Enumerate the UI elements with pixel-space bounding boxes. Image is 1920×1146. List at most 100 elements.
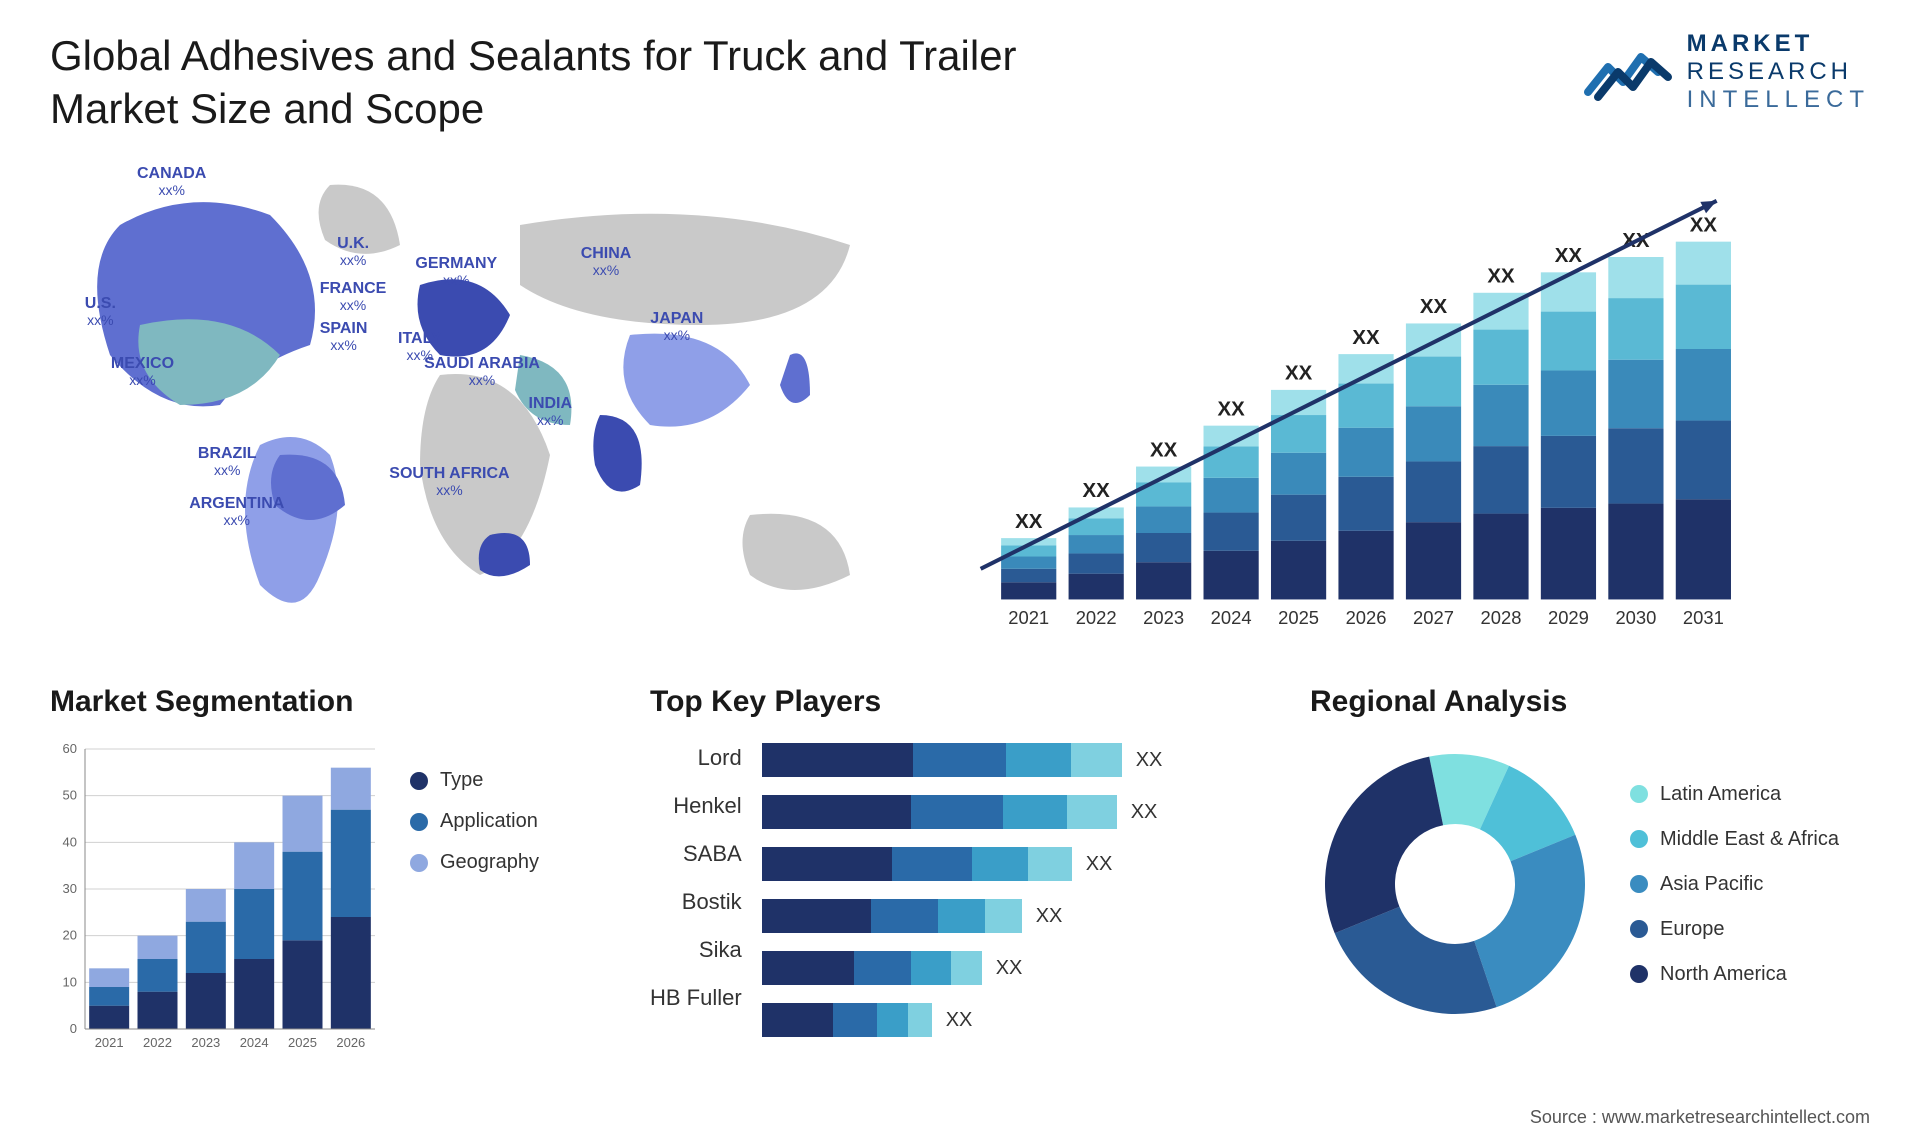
map-label-india: INDIAxx% [529,395,573,428]
svg-text:XX: XX [1555,244,1583,267]
map-label-mexico: MEXICOxx% [111,355,174,388]
svg-text:XX: XX [1083,479,1111,502]
regional-legend: Latin America Middle East & Africa Asia Pa… [1630,783,1839,986]
legend-dot [1630,965,1648,983]
player-value: XX [1036,905,1063,928]
seg-legend-geography: Geography [410,851,539,874]
player-bar-row: XX [762,847,1270,881]
legend-dot [1630,830,1648,848]
svg-text:2025: 2025 [288,1035,317,1050]
map-label-argentina: ARGENTINAxx% [189,495,284,528]
regional-legend-item: Latin America [1630,783,1839,806]
player-name: Lord [698,745,742,771]
svg-text:XX: XX [1487,265,1515,288]
svg-text:2023: 2023 [191,1035,220,1050]
svg-text:2029: 2029 [1548,607,1589,628]
player-value: XX [996,957,1023,980]
player-name: Henkel [673,793,741,819]
regional-legend-item: Asia Pacific [1630,873,1839,896]
player-bar-row: XX [762,743,1270,777]
svg-text:30: 30 [63,881,77,896]
svg-text:2022: 2022 [1076,607,1117,628]
map-label-southafrica: SOUTH AFRICAxx% [389,465,509,498]
svg-text:2027: 2027 [1413,607,1454,628]
map-label-spain: SPAINxx% [320,320,368,353]
map-label-us: U.S.xx% [85,295,116,328]
svg-text:2026: 2026 [336,1035,365,1050]
legend-dot [410,813,428,831]
logo-text: MARKET RESEARCH INTELLECT [1687,30,1870,114]
svg-text:2024: 2024 [240,1035,269,1050]
map-label-china: CHINAxx% [581,245,632,278]
world-map-block: CANADAxx% U.S.xx% MEXICOxx% BRAZILxx% ARGENT… [50,145,920,645]
segmentation-title: Market Segmentation [50,685,610,719]
legend-dot [410,854,428,872]
svg-text:2021: 2021 [95,1035,124,1050]
header: Global Adhesives and Sealants for Truck … [50,30,1870,135]
svg-text:2025: 2025 [1278,607,1319,628]
player-name: SABA [683,841,742,867]
player-bar [762,795,1117,829]
map-label-uk: U.K.xx% [337,235,369,268]
regional-legend-item: Middle East & Africa [1630,828,1839,851]
bottom-row: Market Segmentation 01020304050602021202… [50,685,1870,1105]
seg-legend-application: Application [410,810,539,833]
map-label-canada: CANADAxx% [137,165,206,198]
legend-dot [1630,875,1648,893]
legend-dot [410,772,428,790]
svg-text:2028: 2028 [1481,607,1522,628]
map-label-france: FRANCExx% [320,280,387,313]
player-name: Bostik [682,889,742,915]
map-label-brazil: BRAZILxx% [198,445,257,478]
svg-text:XX: XX [1015,510,1043,533]
map-label-japan: JAPANxx% [650,310,703,343]
svg-text:XX: XX [1420,295,1448,318]
player-value: XX [946,1009,973,1032]
svg-text:10: 10 [63,974,77,989]
player-bar-row: XX [762,951,1270,985]
players-bars: XX XX XX XX XX XX [762,739,1270,1037]
forecast-chart-block: 2021 XX 2022 XX 2023 XX 2024 XX 2025 XX 2026 XX 2027… [950,145,1870,645]
world-map [50,145,920,645]
svg-text:XX: XX [1285,362,1313,385]
regional-legend-item: North America [1630,963,1839,986]
player-bar [762,899,1022,933]
page-title: Global Adhesives and Sealants for Truck … [50,30,1150,135]
player-bar [762,1003,932,1037]
regional-donut [1310,739,1600,1029]
svg-text:2024: 2024 [1211,607,1252,628]
legend-dot [1630,785,1648,803]
player-bar-row: XX [762,1003,1270,1037]
seg-legend-type: Type [410,769,539,792]
svg-text:2023: 2023 [1143,607,1184,628]
player-bar-row: XX [762,899,1270,933]
player-bar [762,743,1122,777]
svg-text:50: 50 [63,788,77,803]
segmentation-section: Market Segmentation 01020304050602021202… [50,685,610,1105]
player-value: XX [1131,801,1158,824]
player-value: XX [1136,749,1163,772]
legend-dot [1630,920,1648,938]
svg-text:2021: 2021 [1008,607,1049,628]
map-label-saudiarabia: SAUDI ARABIAxx% [424,355,540,388]
player-bar-row: XX [762,795,1270,829]
svg-text:60: 60 [63,741,77,756]
forecast-chart: 2021 XX 2022 XX 2023 XX 2024 XX 2025 XX 2026 XX 2027… [950,145,1870,645]
svg-text:2030: 2030 [1615,607,1656,628]
regional-legend-item: Europe [1630,918,1839,941]
segmentation-legend: Type Application Geography [410,769,539,874]
player-value: XX [1086,853,1113,876]
svg-text:20: 20 [63,928,77,943]
svg-text:XX: XX [1217,397,1245,420]
svg-text:XX: XX [1150,438,1178,461]
player-name: Sika [699,937,742,963]
players-title: Top Key Players [650,685,1270,719]
svg-text:2026: 2026 [1346,607,1387,628]
logo-icon [1583,37,1673,107]
svg-text:40: 40 [63,834,77,849]
svg-text:2031: 2031 [1683,607,1724,628]
map-label-germany: GERMANYxx% [415,255,497,288]
top-row: CANADAxx% U.S.xx% MEXICOxx% BRAZILxx% ARGENT… [50,145,1870,645]
source-text: Source : www.marketresearchintellect.com [1530,1107,1870,1128]
regional-section: Regional Analysis Latin AmericaMiddle Ea… [1310,685,1870,1105]
